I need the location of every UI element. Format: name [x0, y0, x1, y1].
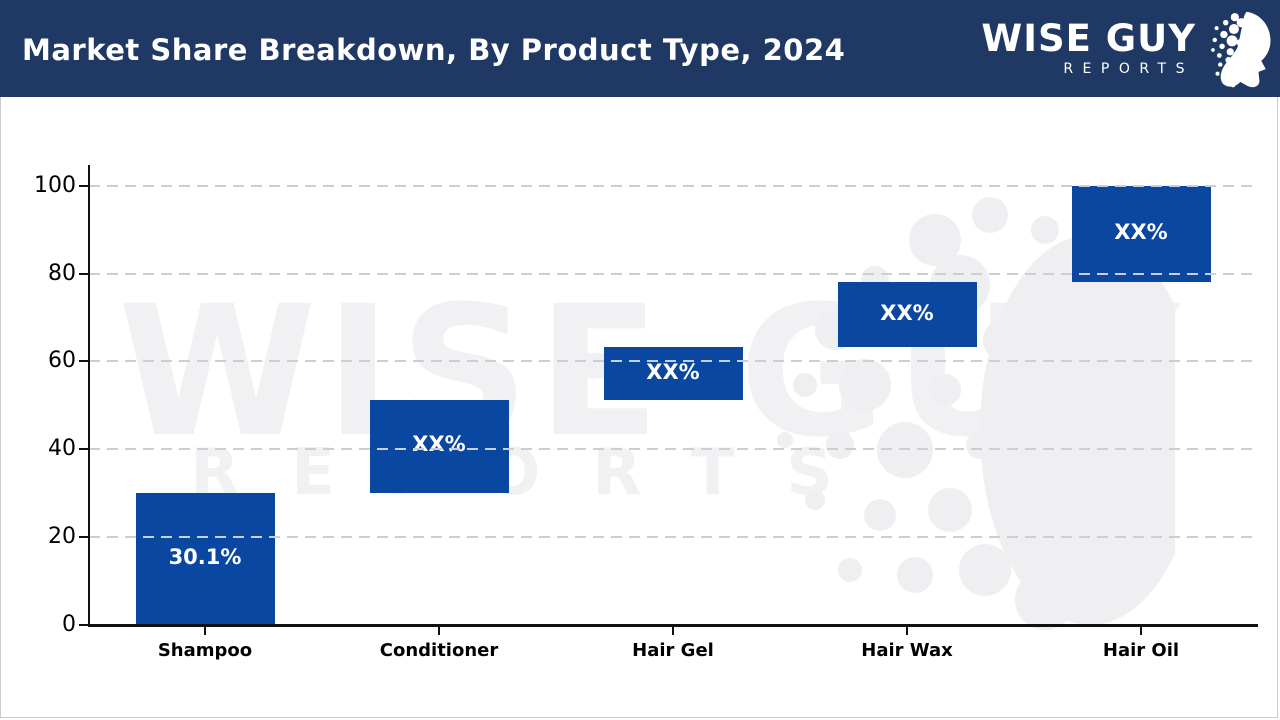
- y-tick-mark: [79, 184, 88, 187]
- logo-text: WISE GUY REPORTS: [981, 17, 1196, 77]
- x-tick-mark: [438, 627, 440, 635]
- x-axis-line: [88, 624, 1258, 627]
- x-tick-mark: [1140, 627, 1142, 635]
- chart-area: 30.1% XX% XX% XX% XX% 0 20 40 60 80 100 Shampoo Con…: [0, 97, 1280, 720]
- logo-subtitle: REPORTS: [1063, 60, 1194, 77]
- y-tick-mark: [79, 360, 88, 363]
- bar-value-label: XX%: [412, 432, 466, 457]
- gridline-40: [89, 448, 1257, 451]
- bar-value-label: XX%: [646, 359, 700, 384]
- x-tick-label-hair-gel: Hair Gel: [632, 640, 714, 661]
- bar-conditioner: XX%: [369, 400, 509, 493]
- x-tick-label-conditioner: Conditioner: [379, 640, 499, 661]
- gridline-100: [89, 184, 1257, 187]
- bar-hair-oil: XX%: [1071, 185, 1211, 282]
- bar-value-label: XX%: [880, 300, 934, 325]
- gridline-80: [89, 272, 1257, 275]
- wiseguy-head-icon: [1211, 11, 1271, 88]
- gridline-60: [89, 360, 1257, 363]
- bar-value-label: 30.1%: [168, 544, 242, 569]
- y-tick-mark: [79, 624, 88, 626]
- x-tick-mark: [906, 627, 908, 635]
- bar-shampoo: 30.1%: [135, 492, 275, 625]
- x-tick-label-shampoo: Shampoo: [157, 640, 253, 661]
- bar-value-label: XX%: [1114, 219, 1168, 244]
- y-tick-label-20: 20: [48, 524, 76, 550]
- y-axis-line: [88, 165, 90, 627]
- bar-hair-wax: XX%: [837, 281, 977, 348]
- y-tick-label-60: 60: [48, 348, 76, 374]
- y-tick-label-80: 80: [48, 260, 76, 286]
- x-tick-mark: [204, 627, 206, 635]
- y-tick-label-0: 0: [62, 612, 76, 637]
- wiseguy-logo: WISE GUY REPORTS: [981, 6, 1274, 92]
- y-tick-label-40: 40: [48, 436, 76, 462]
- bar-hair-gel: XX%: [603, 347, 743, 401]
- x-tick-label-hair-wax: Hair Wax: [861, 640, 953, 661]
- gridline-20: [89, 536, 1257, 539]
- y-tick-mark: [79, 448, 88, 451]
- x-tick-mark: [672, 627, 674, 635]
- header-bar: Market Share Breakdown, By Product Type,…: [0, 0, 1280, 97]
- y-tick-mark: [79, 536, 88, 539]
- logo-wordmark: WISE GUY: [981, 17, 1196, 60]
- page-title: Market Share Breakdown, By Product Type,…: [22, 33, 846, 67]
- y-tick-mark: [79, 272, 88, 275]
- y-tick-label-100: 100: [34, 172, 76, 198]
- x-tick-label-hair-oil: Hair Oil: [1102, 640, 1180, 661]
